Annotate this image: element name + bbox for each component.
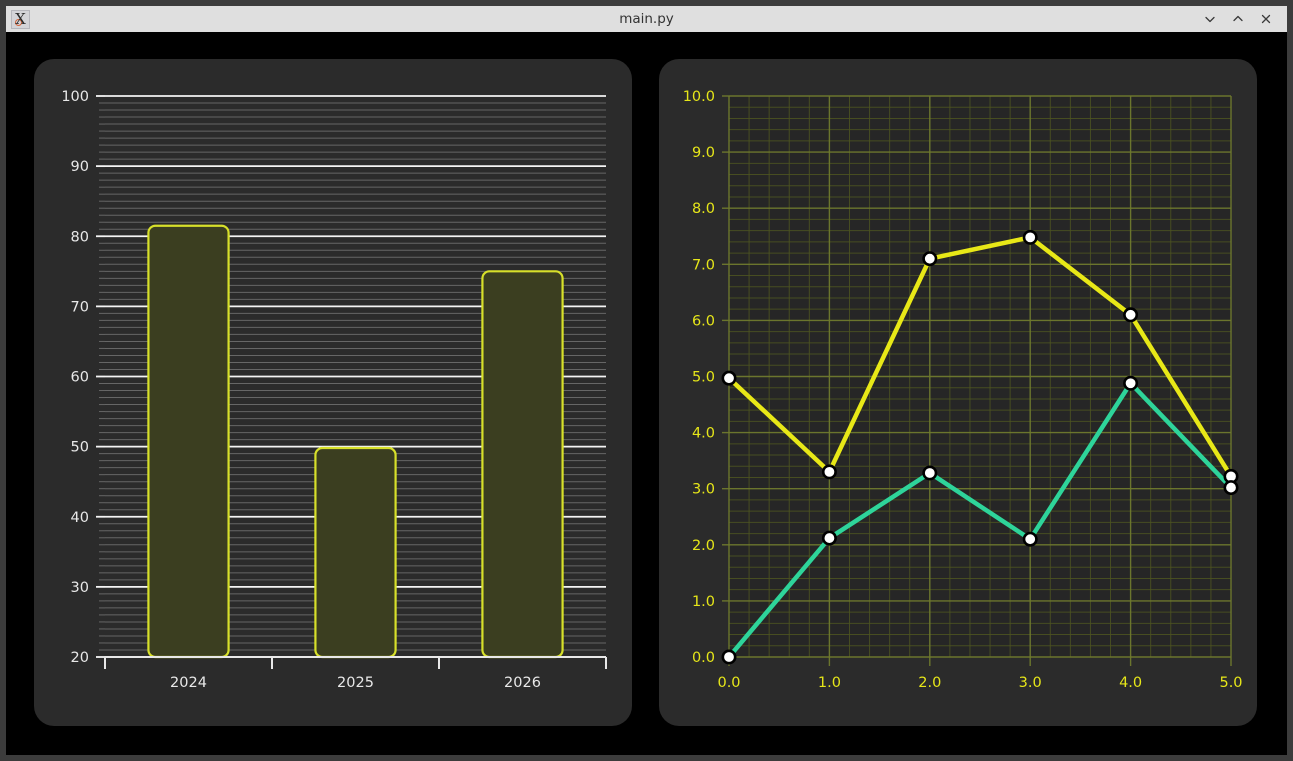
window-title: main.py <box>619 11 674 27</box>
markers-series-yellow <box>721 229 1239 484</box>
line-x-tick-label: 1.0 <box>818 675 841 691</box>
data-point-marker <box>721 370 737 386</box>
bar-x-ticks <box>104 657 607 669</box>
bar-x-tick-label: 2026 <box>504 675 541 691</box>
bar-chart: 20 30 40 50 60 70 80 90 100 2024 2025 2026 <box>61 89 607 691</box>
line-series-series-green <box>726 380 1234 660</box>
line-y-tick-label: 1.0 <box>692 594 715 610</box>
bar-x-tick-label: 2024 <box>170 675 207 691</box>
bar <box>481 270 564 659</box>
line-y-tick-label: 6.0 <box>692 313 715 329</box>
data-point-marker <box>1123 307 1139 323</box>
data-point-marker <box>922 251 938 267</box>
bar-chart-panel: 20 30 40 50 60 70 80 90 100 2024 2025 2026 <box>34 59 632 726</box>
window-titlebar: X main.py <box>6 6 1287 32</box>
data-point-marker <box>1123 375 1139 391</box>
line-chart-panel: 0.0 1.0 2.0 3.0 4.0 5.0 6.0 7.0 8.0 9.0 10.0 0.0 1.0… <box>659 59 1257 726</box>
line-x-tick-label: 2.0 <box>918 675 941 691</box>
data-point-marker <box>1223 480 1239 496</box>
close-button[interactable] <box>1253 7 1279 31</box>
bar-y-tick-label: 80 <box>71 229 89 245</box>
data-point-marker <box>1022 229 1038 245</box>
bar-y-tick-label: 100 <box>61 89 89 105</box>
bar-y-tick-labels: 20 30 40 50 60 70 80 90 100 <box>61 89 89 666</box>
matplotlib-figure: 20 30 40 50 60 70 80 90 100 2024 2025 2026 0.0 1.0 2.… <box>6 32 1287 755</box>
line-y-tick-labels: 0.0 1.0 2.0 3.0 4.0 5.0 6.0 7.0 8.0 9.0 10.0 <box>683 89 715 666</box>
line-x-tick-label: 4.0 <box>1119 675 1142 691</box>
line-y-tick-label: 2.0 <box>692 538 715 554</box>
bar-y-tick-label: 40 <box>71 510 89 526</box>
bar <box>314 446 397 659</box>
window-controls <box>1197 6 1279 32</box>
line-y-tick-label: 10.0 <box>683 89 715 105</box>
line-y-tick-label: 7.0 <box>692 257 715 273</box>
line-y-tick-label: 3.0 <box>692 482 715 498</box>
line-x-tick-label: 0.0 <box>717 675 740 691</box>
data-point-marker <box>922 465 938 481</box>
app-icon-x-glyph: X <box>15 9 26 28</box>
bar-y-tick-label: 30 <box>71 580 89 596</box>
data-point-marker <box>821 530 837 546</box>
line-y-tick-label: 5.0 <box>692 370 715 386</box>
line-y-tick-label: 8.0 <box>692 201 715 217</box>
minimize-button[interactable] <box>1197 7 1223 31</box>
bar-y-tick-label: 20 <box>71 650 89 666</box>
markers-series-green <box>721 375 1239 665</box>
line-series-series-yellow <box>726 235 1234 479</box>
window-content: 20 30 40 50 60 70 80 90 100 2024 2025 2026 0.0 1.0 2.… <box>6 32 1287 755</box>
python-x-app-icon: X <box>11 9 30 29</box>
line-y-tick-label: 0.0 <box>692 650 715 666</box>
bar-y-tick-label: 90 <box>71 159 89 175</box>
maximize-button[interactable] <box>1225 7 1251 31</box>
data-point-marker <box>1022 531 1038 547</box>
line-y-tick-label: 4.0 <box>692 426 715 442</box>
line-y-tick-label: 9.0 <box>692 145 715 161</box>
bar-series <box>147 224 564 659</box>
bar-y-tick-label: 50 <box>71 440 89 456</box>
bar-y-tick-label: 70 <box>71 299 89 315</box>
data-point-marker <box>821 464 837 480</box>
data-point-marker <box>721 649 737 665</box>
app-icon-circle <box>15 18 22 26</box>
line-x-tick-label: 5.0 <box>1219 675 1242 691</box>
bar-x-tick-labels: 2024 2025 2026 <box>170 675 541 691</box>
line-x-tick-label: 3.0 <box>1019 675 1042 691</box>
bar-x-tick-label: 2025 <box>337 675 374 691</box>
bar <box>147 224 230 659</box>
bar-y-tick-label: 60 <box>71 370 89 386</box>
line-chart: 0.0 1.0 2.0 3.0 4.0 5.0 6.0 7.0 8.0 9.0 10.0 0.0 1.0… <box>683 89 1243 691</box>
line-x-tick-labels: 0.0 1.0 2.0 3.0 4.0 5.0 <box>717 675 1242 691</box>
